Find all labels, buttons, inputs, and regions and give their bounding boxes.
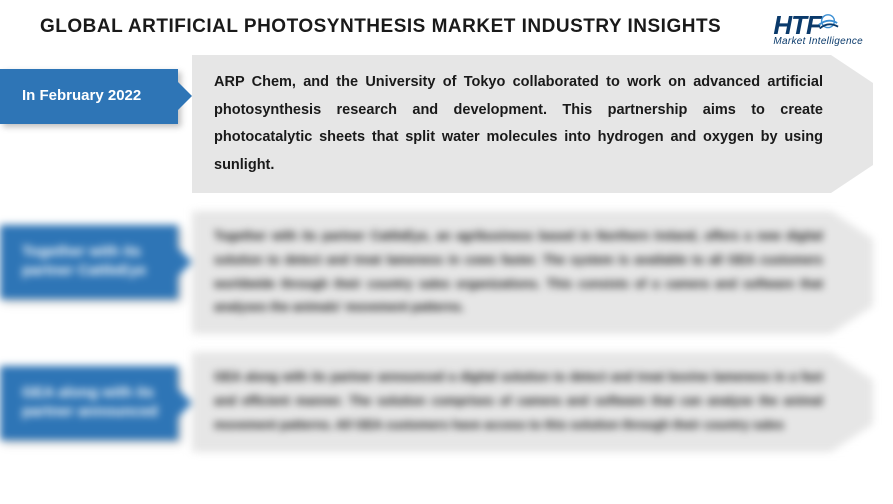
logo-main-text: HTF [773, 12, 863, 38]
insight-tag: In February 2022 [0, 69, 178, 124]
insight-row: In February 2022 ARP Chem, and the Unive… [0, 55, 873, 193]
insight-body-wrap: GEA along with its partner announced a d… [192, 352, 873, 452]
brand-logo: HTF Market Intelligence [773, 12, 863, 47]
page-title: GLOBAL ARTIFICIAL PHOTOSYNTHESIS MARKET … [40, 12, 721, 38]
insight-tag: Together with its partner CattleEye [0, 225, 178, 299]
insight-body-wrap: Together with its partner CattleEye, an … [192, 211, 873, 334]
insight-row: Together with its partner CattleEye Toge… [0, 211, 873, 334]
logo-sub-text: Market Intelligence [773, 36, 863, 47]
insight-row: GEA along with its partner announced GEA… [0, 352, 873, 452]
tag-wrap: Together with its partner CattleEye [0, 211, 192, 334]
tag-wrap: In February 2022 [0, 55, 192, 193]
insights-list: In February 2022 ARP Chem, and the Unive… [0, 55, 893, 452]
insight-body: ARP Chem, and the University of Tokyo co… [214, 69, 823, 179]
globe-swoosh-icon [817, 12, 839, 34]
insight-body-wrap: ARP Chem, and the University of Tokyo co… [192, 55, 873, 193]
header: GLOBAL ARTIFICIAL PHOTOSYNTHESIS MARKET … [0, 0, 893, 55]
insight-body: GEA along with its partner announced a d… [214, 366, 823, 437]
insight-tag: GEA along with its partner announced [0, 366, 178, 440]
insight-body: Together with its partner CattleEye, an … [214, 225, 823, 320]
tag-wrap: GEA along with its partner announced [0, 352, 192, 452]
